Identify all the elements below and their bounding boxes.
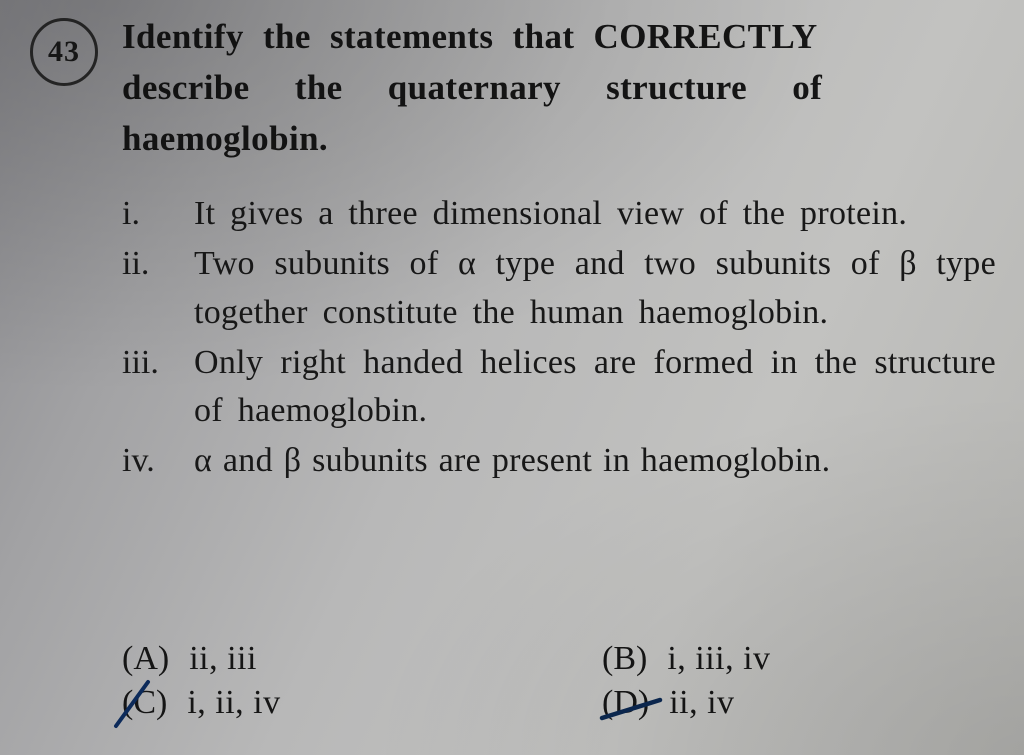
statement-iv: iv. α and β subunits are present in haem…	[122, 437, 996, 485]
options-row-2: (C) i, ii, iv (D) ii, iv	[122, 684, 996, 722]
stem-line-2: describe the quaternary structure of	[122, 63, 996, 114]
stem-line-1: Identify the statements that CORRECTLY	[122, 12, 996, 63]
option-letter: (B)	[602, 640, 647, 678]
statement-text: Two subunits of α type and two subunits …	[194, 240, 996, 337]
statement-roman: i.	[122, 190, 194, 238]
option-answer: ii, iii	[189, 640, 257, 678]
option-a: (A) ii, iii	[122, 640, 602, 678]
statement-text: It gives a three dimensional view of the…	[194, 190, 996, 238]
option-answer: ii, iv	[669, 684, 734, 722]
question-number: 43	[48, 35, 80, 69]
option-answer: i, iii, iv	[667, 640, 770, 678]
statement-roman: ii.	[122, 240, 194, 337]
option-letter: (D)	[602, 684, 649, 722]
statement-text: α and β subunits are present in haemoglo…	[194, 437, 996, 485]
question-stem: Identify the statements that CORRECTLY d…	[122, 12, 996, 164]
stem-line-3: haemoglobin.	[122, 114, 996, 165]
option-letter: (C)	[122, 684, 167, 722]
statement-ii: ii. Two subunits of α type and two subun…	[122, 240, 996, 337]
answer-options: (A) ii, iii (B) i, iii, iv (C) i, ii, iv…	[122, 640, 996, 728]
options-row-1: (A) ii, iii (B) i, iii, iv	[122, 640, 996, 678]
statements-list: i. It gives a three dimensional view of …	[122, 190, 996, 488]
statement-roman: iv.	[122, 437, 194, 485]
option-d: (D) ii, iv	[602, 684, 996, 722]
statement-text: Only right handed helices are formed in …	[194, 339, 996, 436]
option-answer: i, ii, iv	[187, 684, 280, 722]
option-b: (B) i, iii, iv	[602, 640, 996, 678]
question-number-badge: 43	[30, 18, 98, 86]
statement-i: i. It gives a three dimensional view of …	[122, 190, 996, 238]
statement-iii: iii. Only right handed helices are forme…	[122, 339, 996, 436]
statement-roman: iii.	[122, 339, 194, 436]
option-letter: (A)	[122, 640, 169, 678]
option-c: (C) i, ii, iv	[122, 684, 602, 722]
